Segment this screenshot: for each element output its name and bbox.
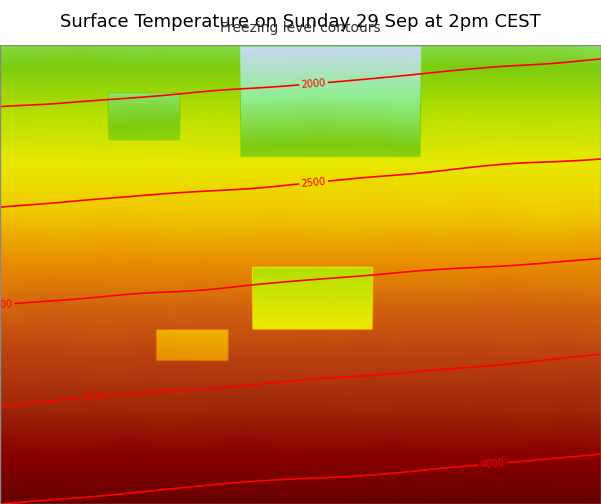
Text: 3000: 3000 [0,299,13,310]
Text: Freezing level contours: Freezing level contours [220,21,381,35]
Text: 3500: 3500 [80,391,105,403]
Text: 2000: 2000 [301,78,326,90]
Text: Surface Temperature on Sunday 29 Sep at 2pm CEST: Surface Temperature on Sunday 29 Sep at … [60,13,541,31]
Text: 4000: 4000 [480,458,505,470]
Text: 2500: 2500 [300,176,326,188]
